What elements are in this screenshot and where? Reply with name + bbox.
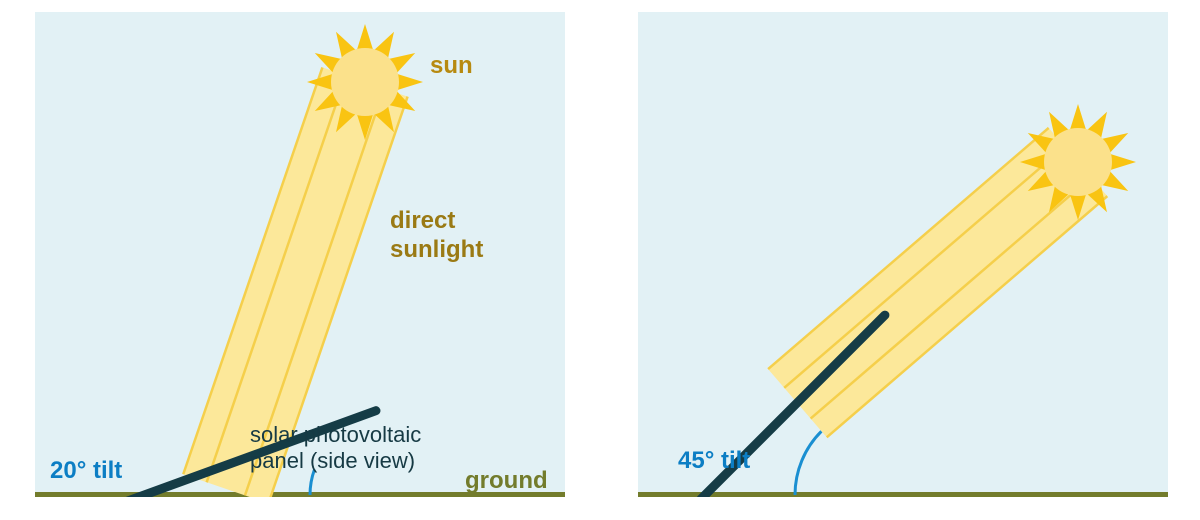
sun-disc-icon (331, 48, 399, 116)
diagram-panel-right: 45° tilt (638, 12, 1168, 497)
panel-svg (638, 12, 1168, 497)
sun-disc-icon (1044, 128, 1112, 196)
label-tilt: 45° tilt (678, 447, 750, 476)
label-panel_label: solar photovoltaic panel (side view) (250, 422, 421, 475)
label-sun: sun (430, 52, 473, 81)
diagram-stage: sun direct sunlight solar photovoltaic pan… (0, 0, 1200, 520)
label-ground: ground (465, 467, 548, 496)
label-beam: direct sunlight (390, 207, 483, 265)
diagram-panel-left: sun direct sunlight solar photovoltaic pan… (35, 12, 565, 497)
label-tilt: 20° tilt (50, 457, 122, 486)
